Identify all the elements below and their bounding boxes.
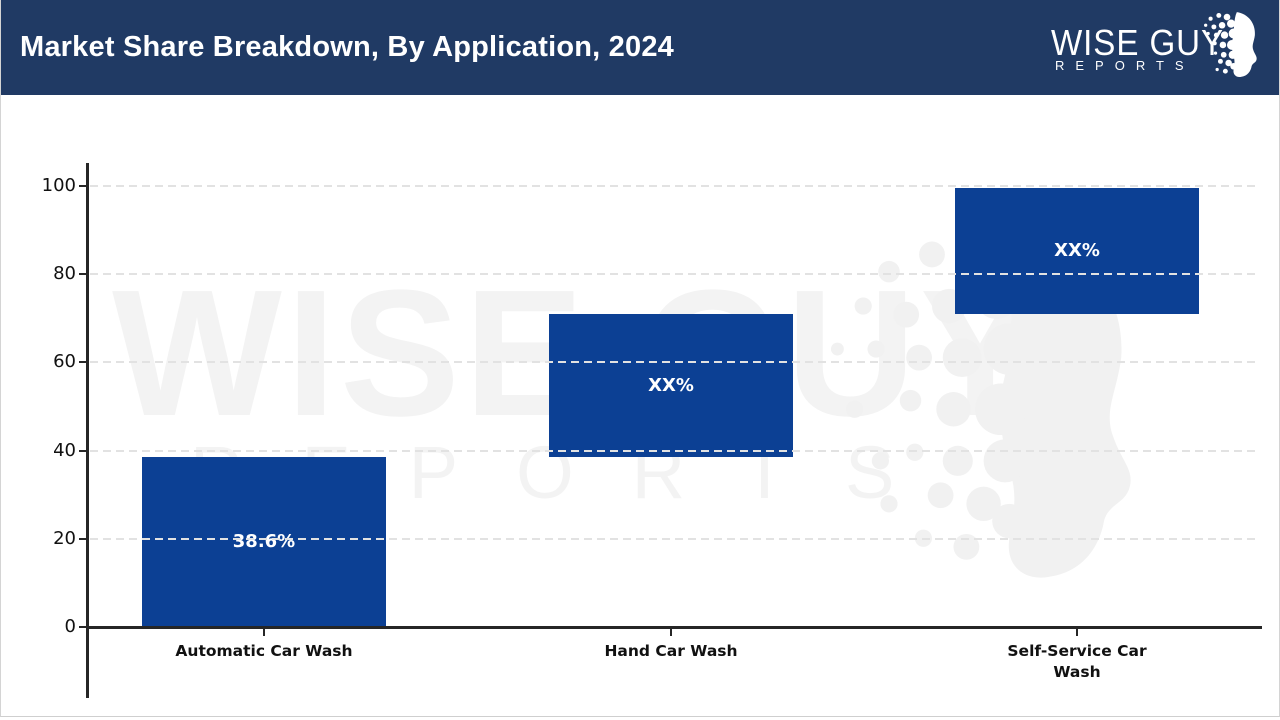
logo-reports-text: REPORTS xyxy=(1055,58,1195,73)
wise-guy-logo: WISE GUY REPORTS xyxy=(1018,0,1268,95)
chart-area: 0 20 40 60 80 100 38.6% Automatic Car Wash XX% Ha… xyxy=(0,95,1280,720)
y-tick-label: 60 xyxy=(53,351,76,373)
x-tick-1 xyxy=(263,629,265,636)
x-tick-2 xyxy=(670,629,672,636)
y-tick-40 xyxy=(79,449,87,452)
bar-value-label: 38.6% xyxy=(232,531,296,553)
page-title: Market Share Breakdown, By Application, … xyxy=(20,31,674,63)
y-tick-label: 100 xyxy=(41,175,76,196)
x-category-label: Automatic Car Wash xyxy=(175,642,353,660)
bar-1: 38.6% xyxy=(142,456,386,627)
gridline-100 xyxy=(90,185,1258,187)
y-axis xyxy=(86,163,89,698)
y-tick-80 xyxy=(79,273,87,276)
y-tick-100 xyxy=(79,185,87,187)
y-tick-20 xyxy=(79,537,87,540)
y-tick-label: 20 xyxy=(53,527,76,549)
x-category-label: Self-Service Car Wash xyxy=(1007,642,1147,681)
bar-2: XX% xyxy=(549,313,793,457)
x-category-label: Hand Car Wash xyxy=(604,642,738,660)
logo-wordmark: WISE GUY xyxy=(1051,22,1224,63)
y-tick-label: 40 xyxy=(53,439,76,461)
y-tick-label: 0 xyxy=(64,616,76,637)
gridline-60 xyxy=(90,361,1258,364)
bar-3: XX% xyxy=(955,187,1199,314)
x-axis xyxy=(86,626,1262,629)
gridline-20 xyxy=(90,537,1258,540)
y-tick-0 xyxy=(79,626,87,628)
x-tick-3 xyxy=(1076,629,1078,636)
header: Market Share Breakdown, By Application, … xyxy=(0,0,1280,95)
gridline-80 xyxy=(90,273,1258,276)
logo-head-icon xyxy=(1204,12,1257,78)
bar-value-label: XX% xyxy=(648,374,694,396)
gridline-40 xyxy=(90,449,1258,452)
y-tick-label: 80 xyxy=(53,263,76,285)
y-tick-60 xyxy=(79,361,87,364)
bar-value-label: XX% xyxy=(1054,240,1100,262)
